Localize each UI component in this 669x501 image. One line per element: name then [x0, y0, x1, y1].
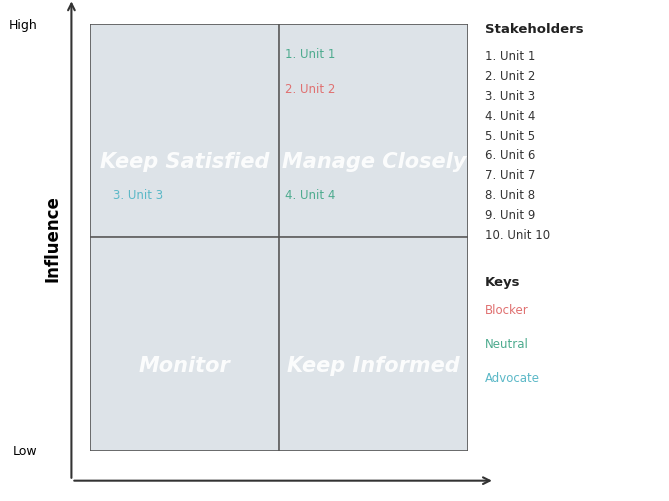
Text: Keep Satisfied: Keep Satisfied — [100, 151, 270, 171]
Bar — [280, 239, 468, 451]
Text: 7. Unit 7: 7. Unit 7 — [485, 169, 535, 182]
Text: 8. Unit 8: 8. Unit 8 — [485, 189, 535, 202]
Text: 2. Unit 2: 2. Unit 2 — [485, 70, 535, 83]
Text: 9. Unit 9: 9. Unit 9 — [485, 208, 535, 221]
Text: Blocker: Blocker — [485, 303, 529, 316]
Text: 6. Unit 6: 6. Unit 6 — [485, 149, 535, 162]
Text: 3. Unit 3: 3. Unit 3 — [485, 90, 535, 103]
Text: Advocate: Advocate — [485, 371, 540, 384]
Text: High: High — [9, 19, 37, 32]
Text: 5. Unit 5: 5. Unit 5 — [485, 129, 535, 142]
Text: Influence: Influence — [43, 194, 62, 282]
Text: 4. Unit 4: 4. Unit 4 — [285, 189, 335, 202]
Text: 1. Unit 1: 1. Unit 1 — [285, 49, 335, 61]
Bar — [90, 25, 278, 237]
Bar — [280, 25, 468, 237]
Text: 4. Unit 4: 4. Unit 4 — [485, 110, 535, 122]
Text: Low: Low — [13, 444, 37, 457]
Text: Manage Closely: Manage Closely — [282, 151, 466, 171]
Text: Keys: Keys — [485, 276, 520, 289]
Text: 1. Unit 1: 1. Unit 1 — [485, 50, 535, 63]
Text: 2. Unit 2: 2. Unit 2 — [285, 83, 335, 95]
Text: 10. Unit 10: 10. Unit 10 — [485, 228, 550, 241]
Text: Monitor: Monitor — [139, 356, 231, 376]
Text: Neutral: Neutral — [485, 337, 529, 350]
Bar — [90, 239, 278, 451]
Text: 3. Unit 3: 3. Unit 3 — [113, 189, 163, 202]
Text: Keep Informed: Keep Informed — [288, 356, 460, 376]
Text: Stakeholders: Stakeholders — [485, 23, 583, 36]
